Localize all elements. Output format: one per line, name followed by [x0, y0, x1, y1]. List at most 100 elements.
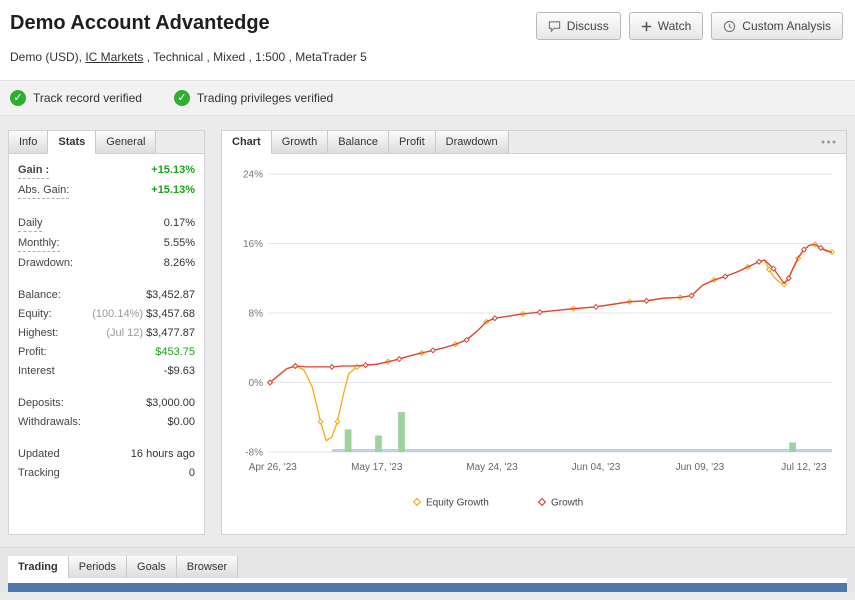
watch-label: Watch — [657, 19, 692, 33]
stat-label: Monthly: — [18, 236, 60, 252]
stat-value: $3,452.87 — [146, 289, 195, 301]
stat-label: Deposits: — [18, 397, 64, 409]
growth-chart-svg: 24% 16% 8% 0% -8% Apr 26, '23 May 17, '23 May 2… — [243, 170, 836, 509]
stat-row-deposits: Deposits: $3,000.00 — [9, 394, 204, 413]
clock-icon — [723, 20, 736, 33]
watch-button[interactable]: Watch — [628, 12, 704, 40]
header: Demo Account Advantedge Discuss Watch Cust… — [0, 0, 855, 40]
svg-text:May 24, '23: May 24, '23 — [466, 462, 518, 473]
stat-row-balance: Balance: $3,452.87 — [9, 286, 204, 305]
broker-link[interactable]: IC Markets — [85, 50, 144, 64]
svg-text:Equity Growth: Equity Growth — [426, 498, 489, 509]
bottom-tab-browser[interactable]: Browser — [176, 556, 239, 578]
stat-label: Highest: — [18, 327, 59, 339]
subtitle-post: , Technical , Mixed , 1:500 , MetaTrader… — [143, 50, 367, 64]
stat-row-gain: Gain : +15.13% — [9, 161, 204, 181]
stat-label: Daily — [18, 216, 43, 232]
stats-panel: Info Stats General Gain : +15.13% Abs. Gain:… — [8, 130, 205, 535]
stat-value: $453.75 — [155, 346, 195, 358]
stat-label: Equity: — [18, 308, 52, 320]
stat-row-updated: Updated 16 hours ago — [9, 445, 204, 464]
verified-badge-track-record-verified: ✓ Track record verified — [10, 90, 142, 106]
stat-label: Updated — [18, 448, 60, 460]
stat-row-withdrawals: Withdrawals: $0.00 — [9, 413, 204, 432]
stat-label: Drawdown: — [18, 257, 74, 269]
svg-text:-8%: -8% — [245, 448, 263, 459]
svg-text:May 17, '23: May 17, '23 — [351, 462, 403, 473]
svg-text:24%: 24% — [243, 170, 263, 181]
chart-tab-profit[interactable]: Profit — [388, 131, 436, 153]
badge-label: Trading privileges verified — [196, 91, 334, 105]
stat-label: Interest — [18, 365, 55, 377]
stat-value: 0 — [188, 467, 195, 479]
bottom-content — [8, 578, 847, 592]
stat-label: Profit: — [18, 346, 47, 358]
discuss-label: Discuss — [566, 19, 609, 33]
header-buttons: Discuss Watch Custom Analysis — [535, 12, 845, 40]
badge-label: Track record verified — [33, 91, 142, 105]
stat-row-highest: Highest: (Jul 12) $3,477.87 — [9, 324, 204, 343]
svg-text:Apr 26, '23: Apr 26, '23 — [249, 462, 297, 473]
custom-analysis-label: Custom Analysis — [742, 19, 831, 33]
stat-label: Abs. Gain: — [18, 183, 70, 199]
next-section-header-bar — [8, 583, 847, 592]
chart-panel-tabs: Chart Growth Balance Profit Drawdown — [222, 131, 846, 154]
stats-panel-tabs: Info Stats General — [9, 131, 204, 154]
stat-row-profit: Profit: $453.75 — [9, 343, 204, 362]
bottom-tabs: Trading Periods Goals Browser — [8, 556, 847, 579]
stat-row-interest: Interest -$9.63 — [9, 362, 204, 381]
stats-tab-general[interactable]: General — [96, 131, 157, 153]
stat-value-prefix: (Jul 12) — [106, 327, 147, 339]
stat-value: -$9.63 — [163, 365, 195, 377]
stats-tab-info[interactable]: Info — [9, 131, 49, 153]
stat-value: (Jul 12) $3,477.87 — [106, 327, 195, 339]
plus-icon — [641, 21, 652, 32]
chart-panel: Chart Growth Balance Profit Drawdown 24% 16% 8… — [221, 130, 847, 535]
svg-text:Growth: Growth — [551, 498, 583, 509]
svg-text:8%: 8% — [249, 309, 264, 320]
check-icon: ✓ — [173, 90, 190, 106]
stat-value: 16 hours ago — [130, 448, 195, 460]
stat-row-monthly: Monthly: 5.55% — [9, 234, 204, 254]
chart-tab-growth[interactable]: Growth — [271, 131, 329, 153]
svg-text:Jul 12, '23: Jul 12, '23 — [781, 462, 827, 473]
more-options-icon[interactable] — [811, 131, 846, 153]
stat-label: Balance: — [18, 289, 61, 301]
stat-row-abs-gain: Abs. Gain: +15.13% — [9, 181, 204, 201]
stat-value: $0.00 — [167, 416, 195, 428]
stat-value-prefix: (100.14%) — [92, 308, 147, 320]
svg-text:Jun 04, '23: Jun 04, '23 — [572, 462, 621, 473]
stat-value: +15.13% — [151, 184, 195, 196]
stat-label: Withdrawals: — [18, 416, 81, 428]
stat-label: Gain : — [18, 163, 50, 179]
growth-chart: 24% 16% 8% 0% -8% Apr 26, '23 May 17, '23 May 2… — [222, 154, 846, 534]
bottom-section: Trading Periods Goals Browser — [0, 547, 855, 592]
verified-badge-strip: ✓ Track record verified ✓ Trading privilege… — [0, 80, 855, 116]
svg-text:16%: 16% — [243, 239, 263, 250]
svg-text:0%: 0% — [249, 378, 264, 389]
account-subtitle: Demo (USD), IC Markets , Technical , Mix… — [0, 40, 855, 80]
custom-analysis-button[interactable]: Custom Analysis — [711, 12, 843, 40]
speech-bubble-icon — [548, 20, 561, 33]
stat-row-daily: Daily 0.17% — [9, 214, 204, 234]
stat-label: Tracking — [18, 467, 60, 479]
svg-text:Jun 09, '23: Jun 09, '23 — [676, 462, 725, 473]
subtitle-pre: Demo (USD), — [10, 50, 86, 64]
bottom-tab-goals[interactable]: Goals — [127, 556, 177, 578]
stat-value: 0.17% — [163, 217, 195, 229]
chart-tab-chart[interactable]: Chart — [222, 131, 272, 154]
chart-tab-balance[interactable]: Balance — [328, 131, 389, 153]
stat-row-tracking: Tracking 0 — [9, 464, 204, 483]
stats-tab-stats[interactable]: Stats — [48, 131, 97, 154]
stat-value: $3,000.00 — [146, 397, 195, 409]
stat-value: +15.13% — [151, 164, 195, 176]
stat-row-equity: Equity: (100.14%) $3,457.68 — [9, 305, 204, 324]
chart-tab-drawdown[interactable]: Drawdown — [435, 131, 509, 153]
stat-value: 8.26% — [163, 257, 195, 269]
discuss-button[interactable]: Discuss — [535, 12, 621, 40]
stat-value: (100.14%) $3,457.68 — [92, 308, 195, 320]
bottom-tab-periods[interactable]: Periods — [68, 556, 128, 578]
main-content: Info Stats General Gain : +15.13% Abs. Gain:… — [0, 116, 855, 547]
bottom-tab-trading[interactable]: Trading — [8, 556, 69, 579]
